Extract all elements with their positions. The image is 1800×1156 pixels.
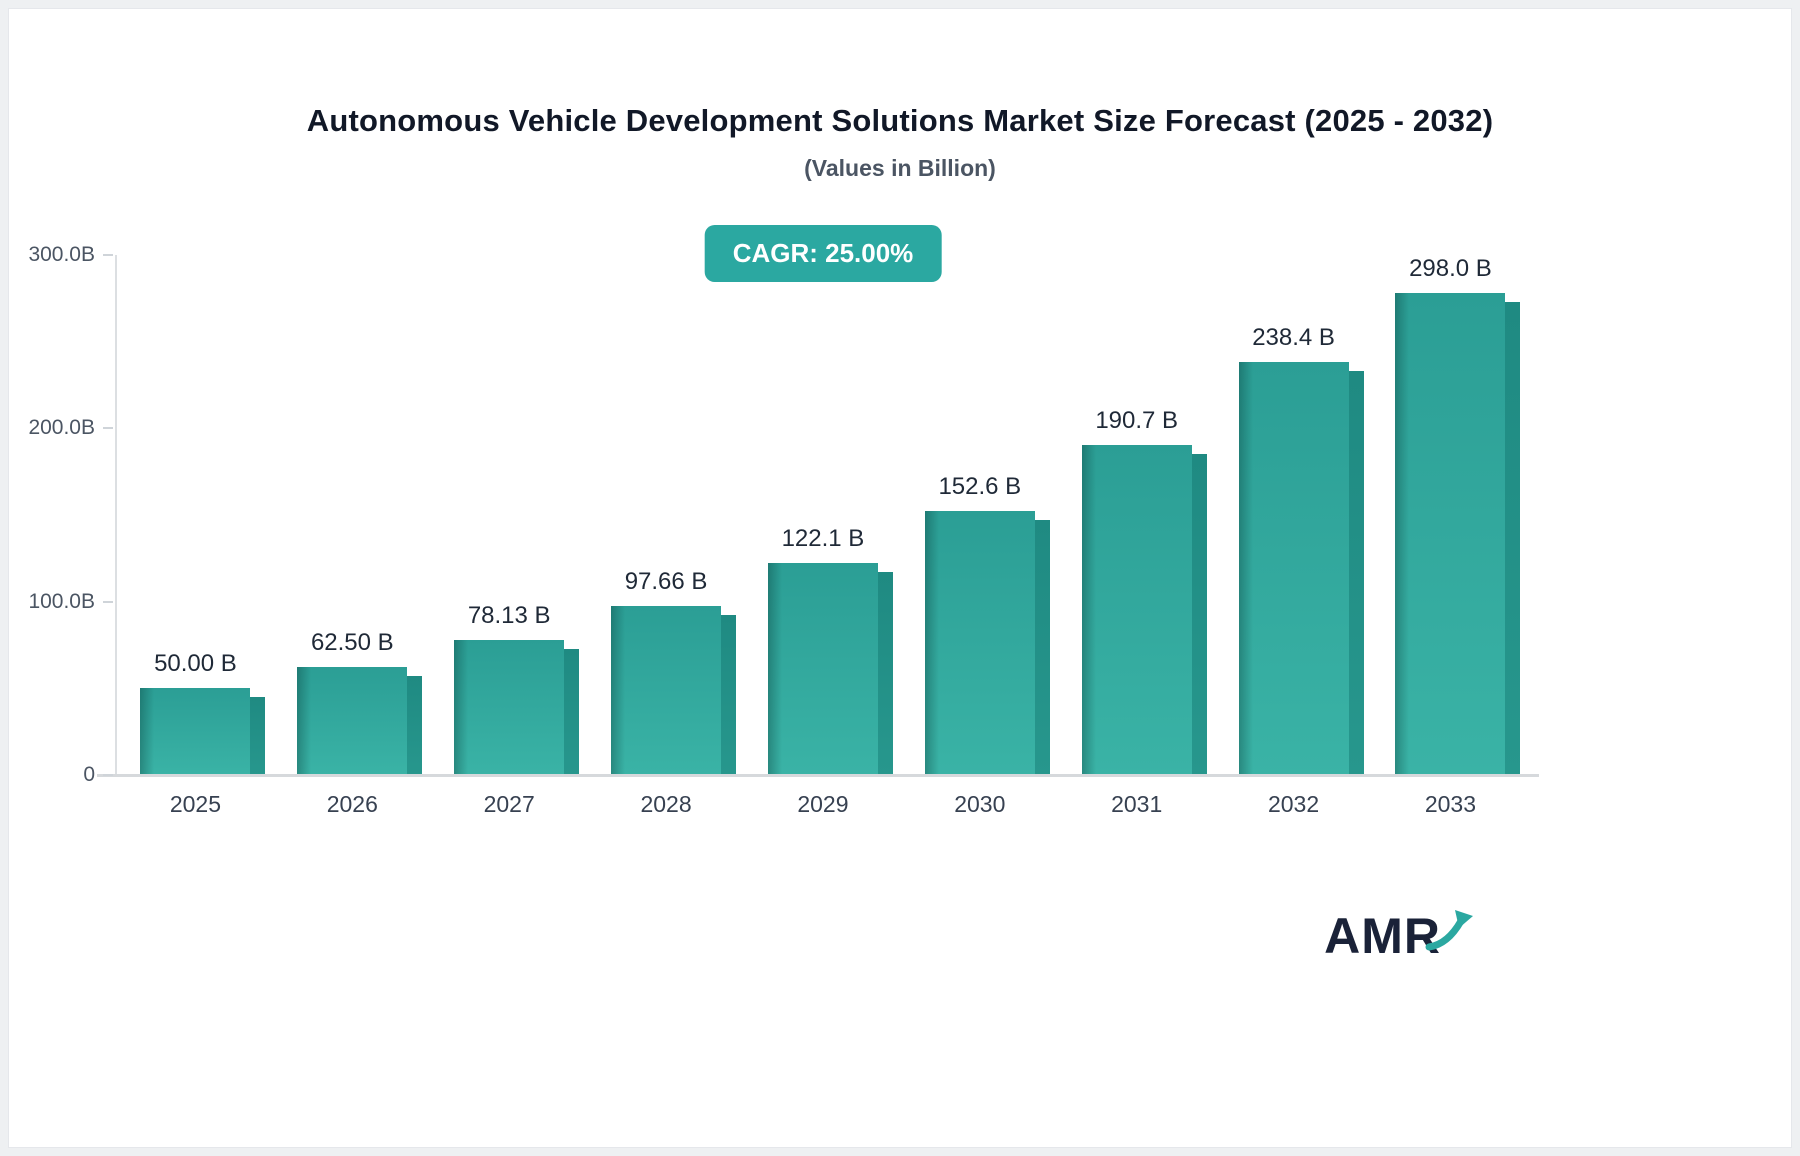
y-axis: 0 100.0B 200.0B 300.0B bbox=[5, 243, 105, 786]
y-tick-mark bbox=[103, 600, 113, 603]
bar-group: 122.1 B bbox=[745, 255, 902, 775]
bar-group: 50.00 B bbox=[117, 255, 274, 775]
y-tick-label: 300.0B bbox=[28, 243, 95, 266]
amr-logo: AMR bbox=[1324, 907, 1473, 965]
logo-text: AMR bbox=[1324, 908, 1441, 964]
chart-card: Autonomous Vehicle Development Solutions… bbox=[8, 8, 1792, 1148]
x-axis-labels: 2025 2026 2027 2028 2029 2030 2031 2032 2033 bbox=[117, 791, 1529, 818]
logo-arrow-icon bbox=[1425, 910, 1473, 951]
bar-value-label: 78.13 B bbox=[467, 601, 551, 629]
bar[interactable] bbox=[1081, 444, 1207, 775]
bar-group: 78.13 B bbox=[431, 255, 588, 776]
bar[interactable] bbox=[767, 563, 893, 775]
chart-subtitle: (Values in Billion) bbox=[804, 155, 996, 181]
bar-group: 152.6 B bbox=[901, 255, 1058, 775]
x-tick-label: 2032 bbox=[1267, 791, 1320, 817]
bar[interactable] bbox=[1395, 293, 1521, 775]
plot-area: 50.00 B 62.50 B 78.13 B 97.66 B 122.1 B 152.6… bbox=[117, 255, 1529, 776]
y-tick-label: 200.0B bbox=[28, 416, 95, 440]
x-tick-label: 2029 bbox=[797, 791, 849, 817]
bar-value-label: 190.7 B bbox=[1095, 406, 1179, 434]
bar-group: 62.50 B bbox=[274, 255, 431, 776]
x-tick-label: 2026 bbox=[326, 791, 378, 817]
cagr-badge: CAGR: 25.00% bbox=[704, 225, 942, 282]
bar-value-label: 62.50 B bbox=[310, 628, 394, 656]
bar[interactable] bbox=[454, 639, 580, 776]
y-tick-label: 0 bbox=[83, 763, 95, 786]
bar-group: 190.7 B bbox=[1058, 255, 1215, 775]
x-tick-label: 2033 bbox=[1424, 791, 1477, 817]
bar[interactable] bbox=[297, 666, 423, 776]
bar-value-label: 152.6 B bbox=[938, 472, 1022, 500]
bar-value-label: 238.4 B bbox=[1252, 323, 1335, 351]
bar-group: 97.66 B bbox=[588, 255, 745, 776]
x-tick-label: 2030 bbox=[954, 791, 1006, 817]
x-tick-label: 2025 bbox=[169, 791, 222, 817]
x-tick-label: 2031 bbox=[1111, 791, 1163, 817]
x-tick-label: 2027 bbox=[483, 791, 535, 817]
bar-value-label: 50.00 B bbox=[154, 650, 237, 678]
chart-title: Autonomous Vehicle Development Solutions… bbox=[306, 103, 1494, 138]
bar-value-label: 298.0 B bbox=[1409, 255, 1492, 282]
x-tick-label: 2028 bbox=[640, 791, 692, 817]
bar[interactable] bbox=[1238, 361, 1364, 776]
bar-chart: CAGR: 25.00% 0 100.0B 200.0B 300.0B 50.00 B… bbox=[28, 225, 1539, 817]
bar-value-label: 122.1 B bbox=[781, 525, 865, 553]
x-axis-line bbox=[97, 774, 1539, 777]
y-tick-label: 100.0B bbox=[28, 589, 95, 613]
bar[interactable] bbox=[140, 688, 266, 775]
y-tick-mark bbox=[103, 774, 113, 776]
bar[interactable] bbox=[924, 510, 1050, 775]
bar[interactable] bbox=[611, 605, 737, 776]
bar-group: 298.0 B bbox=[1372, 255, 1529, 775]
bar-group: 238.4 B bbox=[1215, 255, 1372, 776]
y-tick-mark bbox=[103, 427, 113, 430]
bar-value-label: 97.66 B bbox=[624, 567, 708, 595]
y-axis-line bbox=[115, 255, 117, 775]
y-tick-mark bbox=[103, 254, 113, 256]
